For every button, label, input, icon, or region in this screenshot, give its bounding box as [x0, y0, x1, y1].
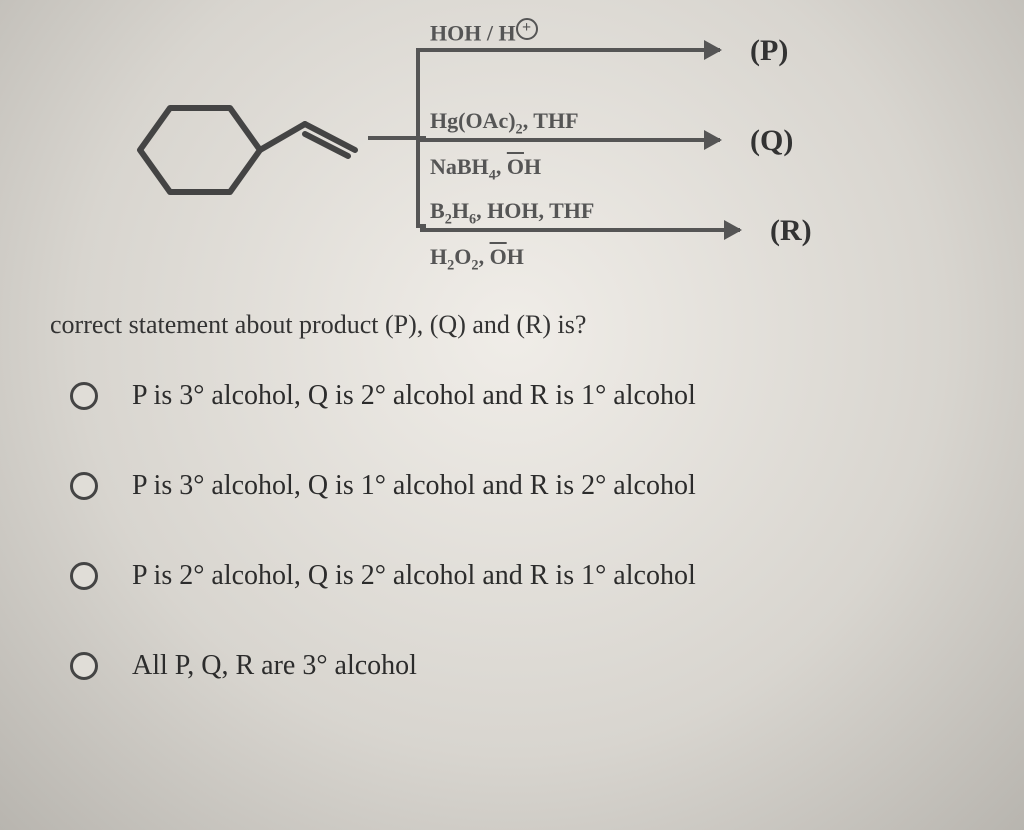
arrow-q — [420, 138, 720, 142]
reagent-top-p: HOH / H+ — [430, 18, 538, 46]
radio-icon[interactable] — [70, 652, 98, 680]
reaction-scheme: HOH / H+ (P) Hg(OAc)2, THF NaBH4, OH (Q)… — [100, 20, 920, 300]
radio-icon[interactable] — [70, 382, 98, 410]
option-c-label: P is 2° alcohol, Q is 2° alcohol and R i… — [132, 560, 696, 592]
reagent-top-r: B2H6, HOH, THF — [430, 198, 594, 228]
option-a[interactable]: P is 3° alcohol, Q is 2° alcohol and R i… — [70, 380, 950, 412]
product-q: (Q) — [750, 124, 793, 158]
radio-icon[interactable] — [70, 472, 98, 500]
reaction-row-p: HOH / H+ (P) — [410, 20, 910, 110]
reagent-top-q: Hg(OAc)2, THF — [430, 108, 579, 138]
option-b-label: P is 3° alcohol, Q is 1° alcohol and R i… — [132, 470, 696, 502]
page-root: HOH / H+ (P) Hg(OAc)2, THF NaBH4, OH (Q)… — [0, 0, 1024, 830]
product-r: (R) — [770, 214, 812, 248]
product-p: (P) — [750, 34, 788, 68]
arrow-p — [420, 48, 720, 52]
option-a-label: P is 3° alcohol, Q is 2° alcohol and R i… — [132, 380, 696, 412]
reaction-row-q: Hg(OAc)2, THF NaBH4, OH (Q) — [410, 110, 910, 200]
reagent-bot-q: NaBH4, OH — [430, 154, 541, 184]
radio-icon[interactable] — [70, 562, 98, 590]
arrow-r — [420, 228, 740, 232]
start-molecule — [100, 80, 370, 225]
option-b[interactable]: P is 3° alcohol, Q is 1° alcohol and R i… — [70, 470, 950, 502]
options-list: P is 3° alcohol, Q is 2° alcohol and R i… — [70, 380, 950, 740]
reagent-bot-r: H2O2, OH — [430, 244, 524, 274]
question-text: correct statement about product (P), (Q)… — [50, 310, 586, 340]
option-c[interactable]: P is 2° alcohol, Q is 2° alcohol and R i… — [70, 560, 950, 592]
option-d-label: All P, Q, R are 3° alcohol — [132, 650, 417, 682]
reaction-row-r: B2H6, HOH, THF H2O2, OH (R) — [410, 200, 910, 290]
option-d[interactable]: All P, Q, R are 3° alcohol — [70, 650, 950, 682]
reaction-block: HOH / H+ (P) Hg(OAc)2, THF NaBH4, OH (Q)… — [410, 20, 910, 290]
